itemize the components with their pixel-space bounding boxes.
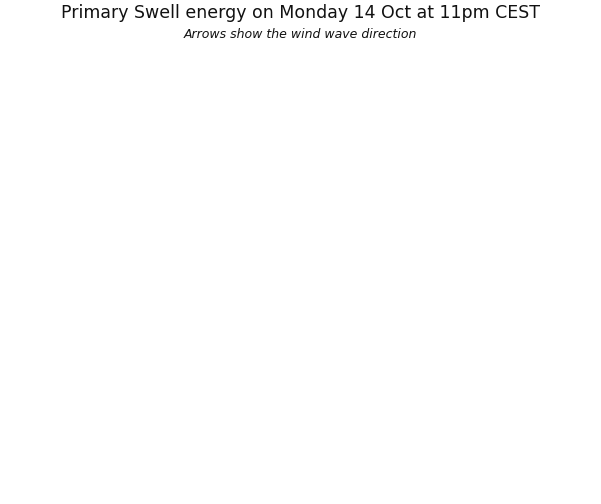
Text: Primary Swell energy on Monday 14 Oct at 11pm CEST: Primary Swell energy on Monday 14 Oct at… xyxy=(61,4,540,22)
Text: Arrows show the wind wave direction: Arrows show the wind wave direction xyxy=(184,28,417,41)
